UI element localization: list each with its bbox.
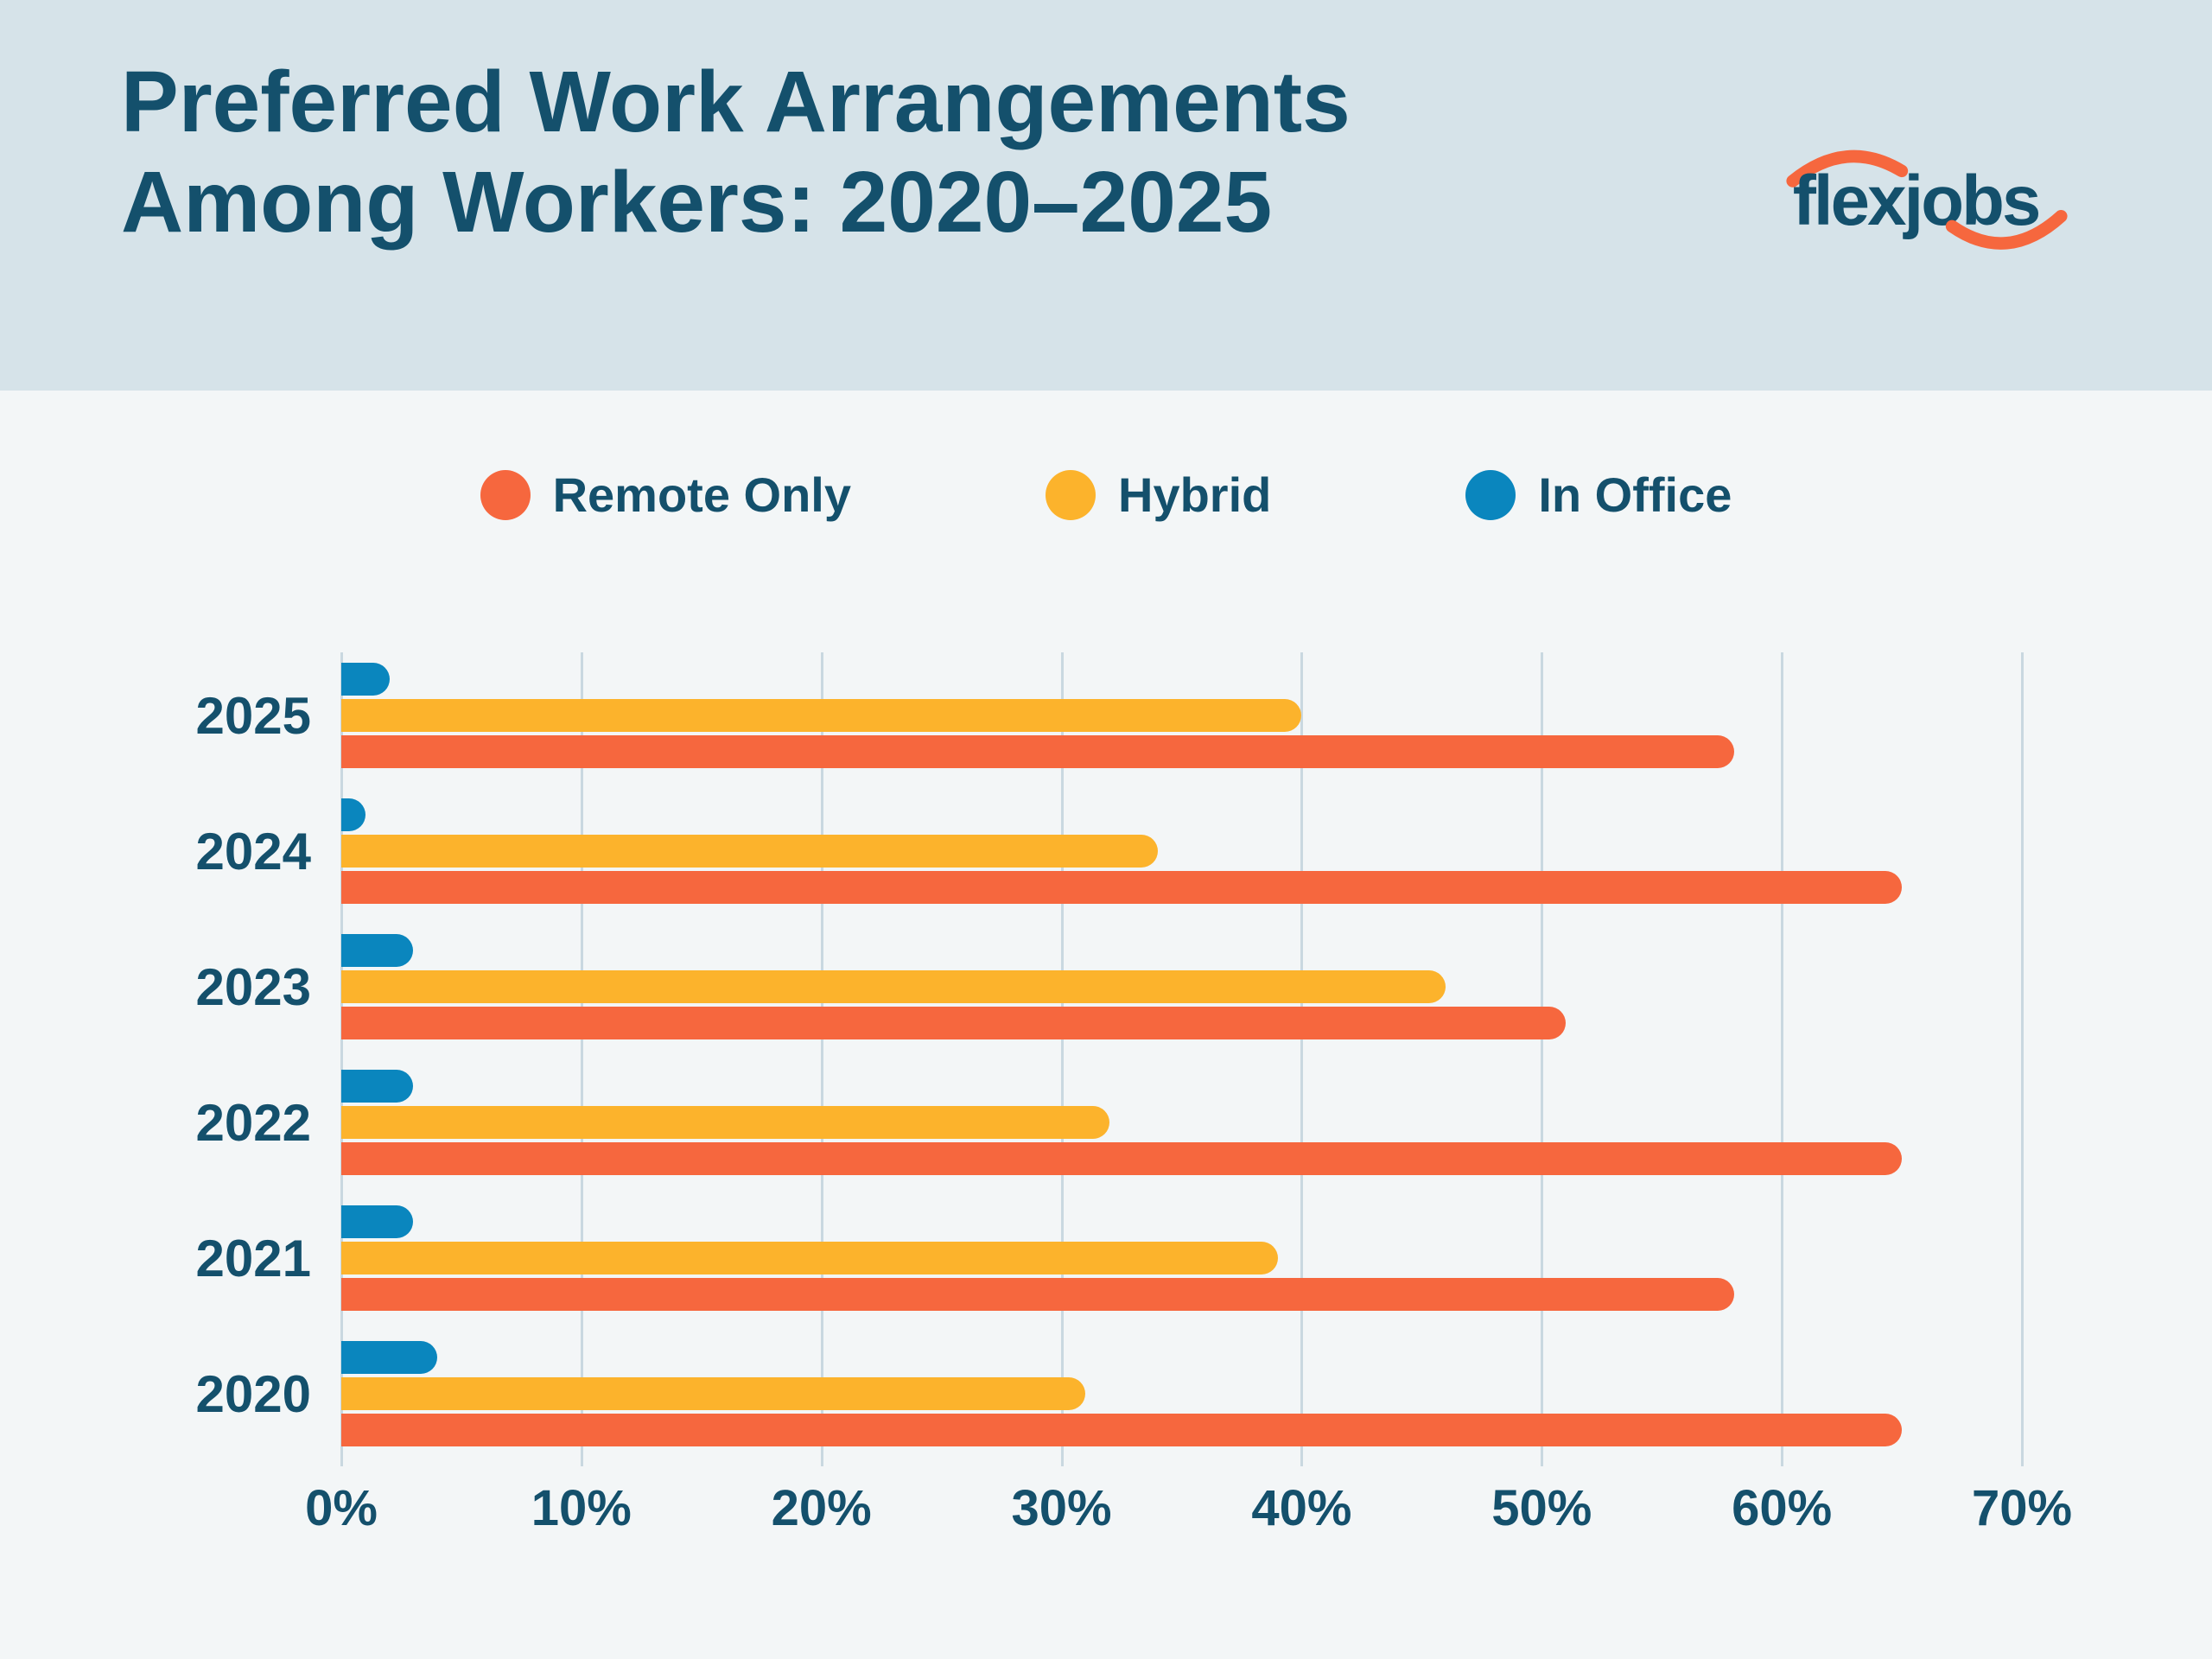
bar-group-2025: 2025 xyxy=(196,663,2022,772)
legend-label: Hybrid xyxy=(1118,467,1272,522)
title-line-1: Preferred Work Arrangements xyxy=(121,54,1351,150)
bar-group-2021: 2021 xyxy=(196,1205,2022,1314)
legend-label: Remote Only xyxy=(552,467,851,522)
bar-hybrid-2021 xyxy=(341,1242,1278,1274)
tick-label-50%: 50% xyxy=(1491,1480,1592,1536)
bar-group-2020: 2020 xyxy=(196,1341,2022,1450)
bar-in-office-2021 xyxy=(341,1205,414,1238)
bar-group-2022: 2022 xyxy=(196,1070,2022,1179)
logo-top-arc xyxy=(1786,149,1909,188)
bar-remote-only-2025 xyxy=(341,735,1734,768)
logo-wordmark: flexjobs xyxy=(1793,162,2039,240)
year-label-2020: 2020 xyxy=(195,1365,311,1423)
bar-in-office-2024 xyxy=(341,798,365,831)
flexjobs-logo: flexjobs xyxy=(1784,125,2069,268)
tick-label-70%: 70% xyxy=(1971,1480,2073,1536)
year-label-2021: 2021 xyxy=(195,1230,311,1287)
gridline-20% xyxy=(820,652,823,1466)
gridline-10% xyxy=(580,652,583,1466)
tick-label-10%: 10% xyxy=(531,1480,632,1536)
logo-bottom-arc xyxy=(1945,209,2068,250)
legend-dot-icon xyxy=(480,469,531,520)
legend-item-in-office: In Office xyxy=(1465,467,1732,523)
gridline-70% xyxy=(2021,652,2024,1466)
bar-in-office-2025 xyxy=(341,663,390,696)
bar-remote-only-2023 xyxy=(341,1007,1567,1039)
bar-remote-only-2020 xyxy=(341,1414,1903,1446)
bar-hybrid-2025 xyxy=(341,699,1302,732)
x-axis-ticks: 0% 10% 20% 30% 40% 50% 60% 70% xyxy=(305,1479,2072,1557)
tick-label-30%: 30% xyxy=(1011,1480,1112,1536)
bar-in-office-2022 xyxy=(341,1070,414,1103)
tick-label-20%: 20% xyxy=(771,1480,872,1536)
gridline-0% xyxy=(340,652,343,1466)
legend: Remote Only Hybrid In Office xyxy=(0,467,2212,523)
gridline-30% xyxy=(1060,652,1064,1466)
header-band: Preferred Work Arrangements Among Worker… xyxy=(0,0,2212,391)
legend-dot-icon xyxy=(1046,469,1096,520)
legend-label: In Office xyxy=(1538,467,1732,522)
tick-label-0%: 0% xyxy=(305,1480,378,1536)
year-label-2023: 2023 xyxy=(195,958,311,1016)
year-label-2025: 2025 xyxy=(195,687,311,745)
page-title: Preferred Work Arrangements Among Worker… xyxy=(121,52,1351,252)
year-label-2022: 2022 xyxy=(195,1094,311,1152)
legend-dot-icon xyxy=(1465,469,1516,520)
plot-area: 2025 2024 2023 2022 2021 2020 xyxy=(196,652,2024,1466)
bar-hybrid-2024 xyxy=(341,835,1158,868)
gridline-40% xyxy=(1300,652,1304,1466)
bar-in-office-2020 xyxy=(341,1341,438,1374)
year-label-2024: 2024 xyxy=(195,823,311,880)
bar-hybrid-2022 xyxy=(341,1106,1110,1139)
bar-group-2024: 2024 xyxy=(196,798,2022,907)
legend-item-remote-only: Remote Only xyxy=(480,467,851,523)
flexjobs-logo-svg: flexjobs xyxy=(1786,149,2068,250)
bar-remote-only-2021 xyxy=(341,1278,1734,1311)
bar-remote-only-2024 xyxy=(341,871,1903,904)
tick-label-40%: 40% xyxy=(1251,1480,1352,1536)
bar-remote-only-2022 xyxy=(341,1142,1903,1175)
gridline-60% xyxy=(1781,652,1784,1466)
title-line-2: Among Workers: 2020–2025 xyxy=(121,154,1273,251)
legend-item-hybrid: Hybrid xyxy=(1046,467,1271,523)
bar-in-office-2023 xyxy=(341,934,414,967)
tick-label-60%: 60% xyxy=(1732,1480,1833,1536)
bar-group-2023: 2023 xyxy=(196,934,2022,1043)
bar-hybrid-2020 xyxy=(341,1377,1086,1410)
gridline-50% xyxy=(1541,652,1544,1466)
bar-hybrid-2023 xyxy=(341,970,1446,1003)
